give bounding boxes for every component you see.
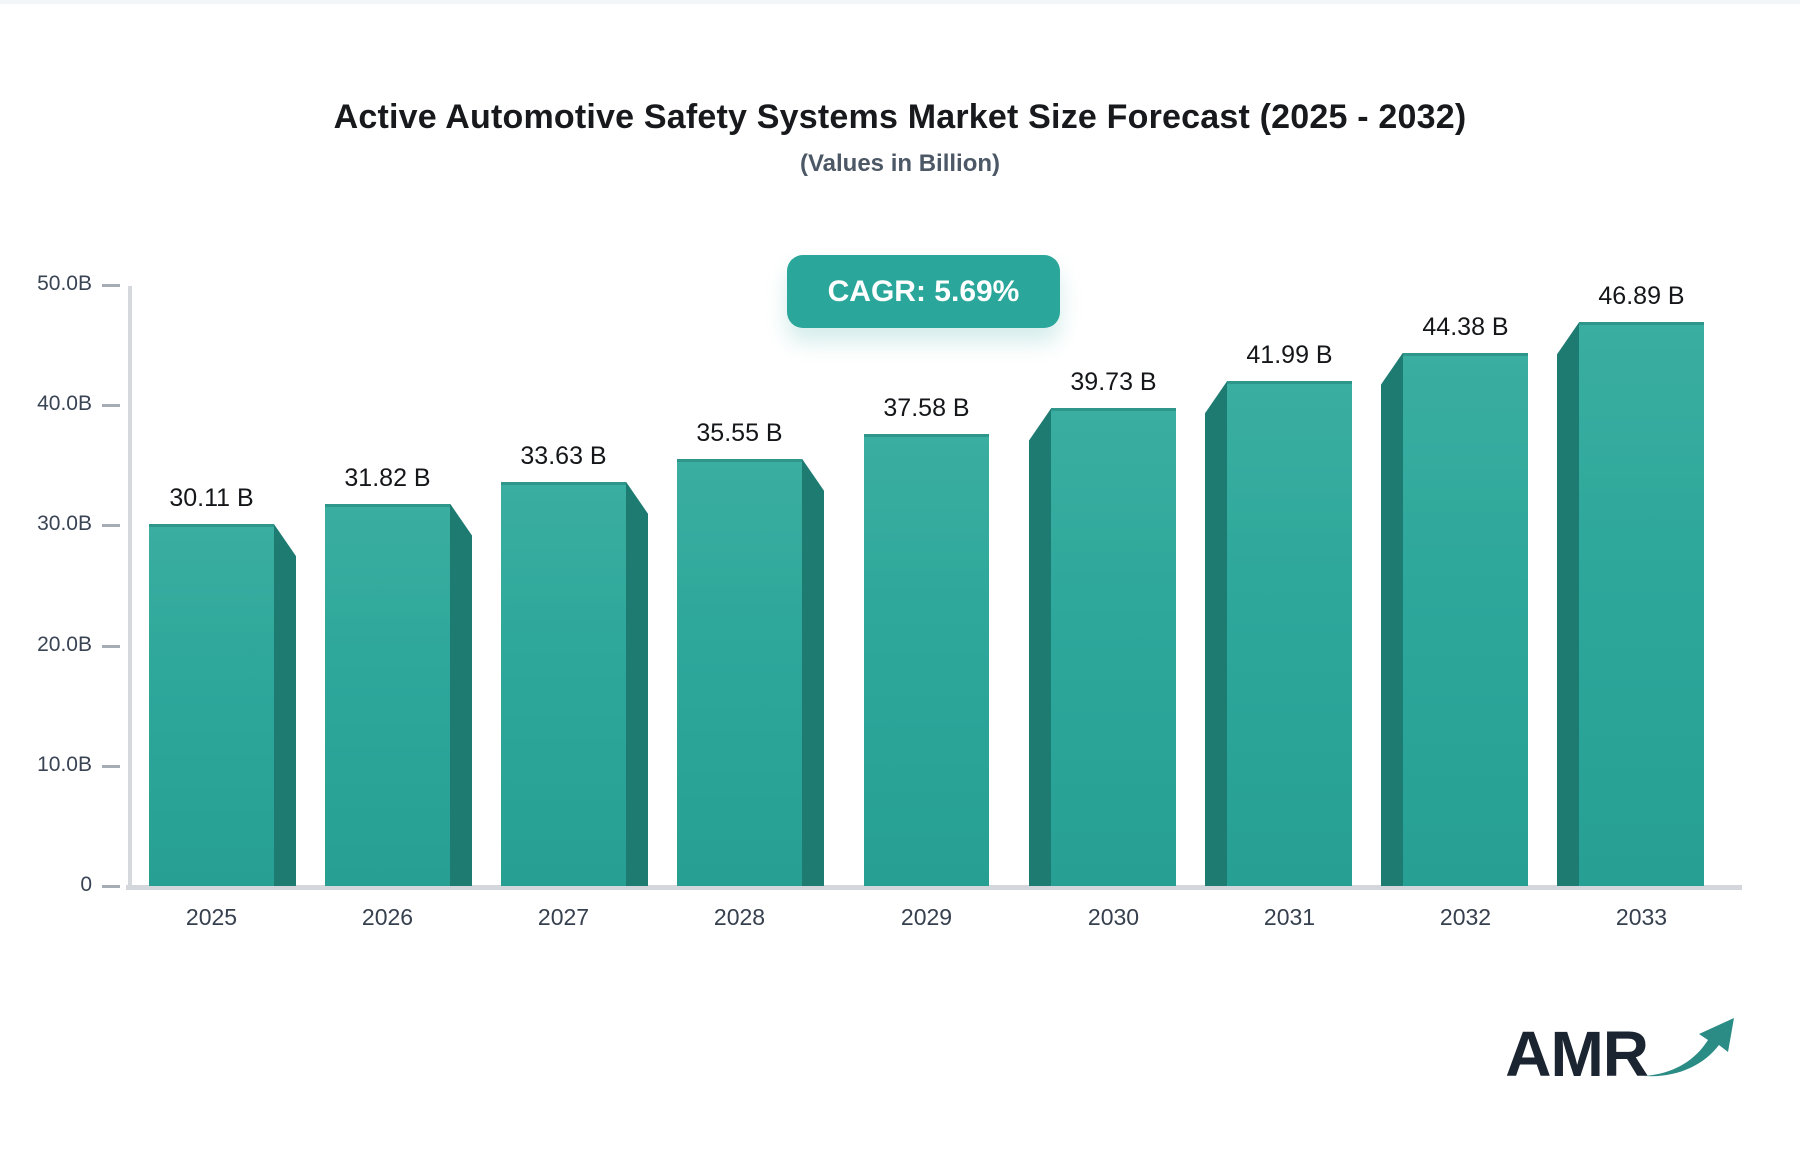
y-tick-label: 0 bbox=[80, 873, 92, 896]
chart-subtitle: (Values in Billion) bbox=[799, 150, 1001, 177]
bar-face bbox=[325, 503, 450, 886]
bar-value-label: 46.89 B bbox=[1598, 282, 1685, 311]
y-tick-dash bbox=[102, 284, 120, 287]
x-axis-label-2027: 2027 bbox=[537, 904, 590, 930]
y-tick-dash bbox=[102, 644, 120, 648]
bar-face bbox=[501, 481, 626, 886]
x-axis-label-2030: 2030 bbox=[1087, 904, 1140, 930]
bar-side-panel bbox=[274, 524, 296, 886]
x-axis-label-2026: 2026 bbox=[361, 904, 414, 930]
amr-logo: AMR bbox=[1505, 1018, 1738, 1090]
cagr-badge: CAGR: 5.69% bbox=[787, 255, 1060, 328]
bar-side-panel bbox=[1205, 381, 1227, 886]
bar-side-panel bbox=[802, 458, 824, 886]
bar-face bbox=[1579, 322, 1704, 886]
x-axis-label-2028: 2028 bbox=[713, 904, 766, 930]
bar-side-panel bbox=[1381, 352, 1403, 886]
chart-title: Active Automotive Safety Systems Market … bbox=[333, 98, 1467, 136]
x-axis-label-2029: 2029 bbox=[900, 904, 953, 930]
bar-face bbox=[1403, 352, 1528, 886]
bar-value-label: 31.82 B bbox=[344, 463, 431, 492]
bar-face bbox=[1051, 408, 1176, 886]
y-tick-dash bbox=[102, 524, 120, 528]
x-axis-baseline bbox=[126, 885, 1742, 890]
y-tick-label: 30.0B bbox=[37, 512, 92, 536]
bar-value-label: 33.63 B bbox=[520, 441, 607, 470]
bar-face bbox=[1227, 381, 1352, 886]
trend-up-arrow-icon bbox=[1644, 1018, 1734, 1077]
bar-chart-plot-area: 50.0B 40.0B 30.0B 20.0B 10.0B 0 30.11 B 31.82 … bbox=[37, 272, 1742, 930]
y-tick-label: 50.0B bbox=[37, 272, 92, 295]
bar-2025[interactable] bbox=[149, 524, 296, 886]
y-tick-dash bbox=[102, 764, 120, 768]
bar-2032[interactable] bbox=[1381, 352, 1528, 886]
bar-face bbox=[864, 434, 989, 886]
bar-value-label: 44.38 B bbox=[1422, 312, 1509, 341]
bar-value-label: 35.55 B bbox=[696, 418, 783, 447]
cagr-badge-label: CAGR: 5.69% bbox=[827, 274, 1020, 308]
y-tick-label: 10.0B bbox=[37, 752, 92, 776]
bar-side-panel bbox=[626, 481, 648, 886]
bar-2028[interactable] bbox=[677, 458, 824, 886]
bar-side-panel bbox=[1029, 408, 1051, 886]
x-axis-label-2031: 2031 bbox=[1263, 904, 1316, 930]
bar-face bbox=[677, 458, 802, 886]
bar-side-panel bbox=[1557, 322, 1579, 886]
y-tick-label: 40.0B bbox=[37, 392, 92, 416]
bar-face bbox=[149, 524, 274, 886]
bar-2033[interactable] bbox=[1557, 322, 1704, 886]
bar-side-panel bbox=[450, 503, 472, 886]
x-axis-label-2025: 2025 bbox=[185, 904, 238, 930]
bar-value-label: 37.58 B bbox=[883, 394, 970, 423]
x-axis-label-2033: 2033 bbox=[1615, 904, 1668, 930]
amr-logo-text: AMR bbox=[1505, 1018, 1649, 1090]
bar-value-label: 39.73 B bbox=[1070, 368, 1157, 397]
bar-value-label: 30.11 B bbox=[169, 484, 254, 513]
x-axis-label-2032: 2032 bbox=[1439, 904, 1492, 930]
y-tick-label: 20.0B bbox=[37, 632, 92, 656]
bar-2030[interactable] bbox=[1029, 408, 1176, 886]
bar-2026[interactable] bbox=[325, 503, 472, 886]
page-top-border bbox=[0, 0, 1800, 4]
bar-2029[interactable] bbox=[853, 434, 1000, 886]
bar-2027[interactable] bbox=[501, 481, 648, 886]
bar-value-label: 41.99 B bbox=[1246, 341, 1333, 370]
y-tick-dash bbox=[102, 404, 120, 408]
bar-2031[interactable] bbox=[1205, 381, 1352, 886]
y-axis-line bbox=[128, 286, 132, 886]
y-tick-dash bbox=[102, 885, 120, 888]
